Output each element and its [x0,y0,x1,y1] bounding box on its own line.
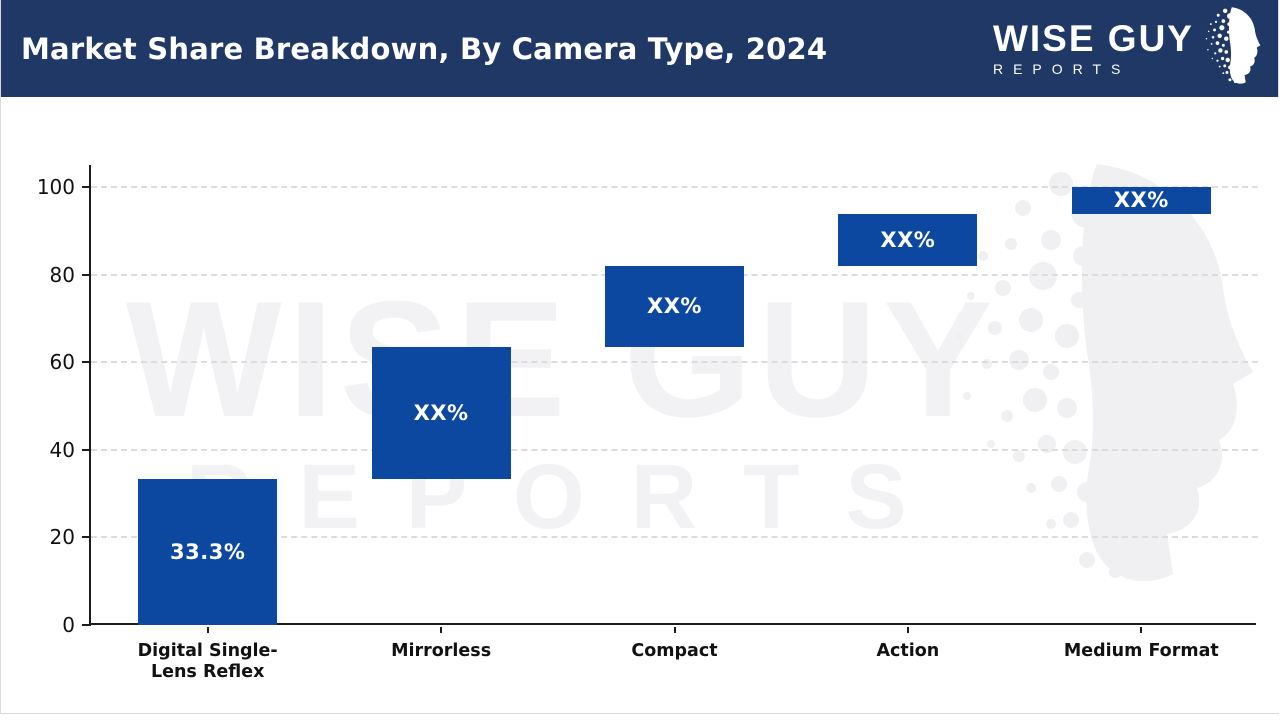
chart-area: WISE GUY REPORTS 0 20 40 60 80 100 33.3% Digita… [1,97,1279,713]
y-axis-tick [82,361,91,364]
y-axis-tick-label: 60 [49,350,75,375]
y-axis-tick [82,448,91,451]
x-axis-tick [206,627,209,633]
y-axis-tick [82,536,91,539]
wise-guy-head-icon [1190,5,1264,93]
logo-wordmark: WISE GUY [992,17,1194,59]
gridline-20 [91,536,1258,539]
x-axis-tick-label: Medium Format [1063,641,1219,661]
x-axis-tick-label: Compact [631,641,718,661]
page-title: Market Share Breakdown, By Camera Type, … [21,31,828,66]
x-axis-tick [440,627,443,633]
bar-compact: XX% [605,265,744,347]
x-axis-tick-label: Action [876,641,940,661]
header: Market Share Breakdown, By Camera Type, … [1,0,1278,97]
gridline-100 [91,185,1258,188]
x-axis-tick [906,627,909,633]
bar-action: XX% [838,214,978,266]
bar-value-label: XX% [413,400,469,425]
y-axis-tick-label: 100 [36,174,75,199]
x-axis-tick-label: Mirrorless [391,641,492,661]
y-axis-tick [82,185,91,188]
wise-guy-logo: WISE GUY REPORTS [993,5,1264,93]
y-axis-tick-label: 80 [49,262,75,287]
logo-text: WISE GUY REPORTS [992,17,1194,78]
y-axis-tick [82,273,91,276]
bar-mirrorless: XX% [371,346,511,480]
gridline-60 [91,361,1258,364]
logo-subtitle: REPORTS [992,61,1131,78]
x-axis-tick [1140,627,1143,633]
bar-value-label: XX% [1113,188,1169,213]
bar-value-label: XX% [647,294,702,319]
y-axis-tick-label: 20 [49,525,75,550]
waterfall-chart: 0 20 40 60 80 100 33.3% Digital Single- Lens Re… [37,165,1258,682]
y-axis-tick-label: 40 [49,437,75,462]
x-axis-tick [673,627,676,633]
bar-value-label: XX% [880,227,936,252]
bar-value-label: 33.3% [170,540,246,565]
x-axis-tick-label: Digital Single- Lens Reflex [137,641,278,683]
bar-medium-format: XX% [1071,186,1211,215]
bar-digital-single-lens-reflex: 33.3% [138,479,278,625]
y-axis-tick-label: 0 [62,613,75,637]
y-axis-tick [82,624,91,626]
gridline-40 [91,448,1258,451]
